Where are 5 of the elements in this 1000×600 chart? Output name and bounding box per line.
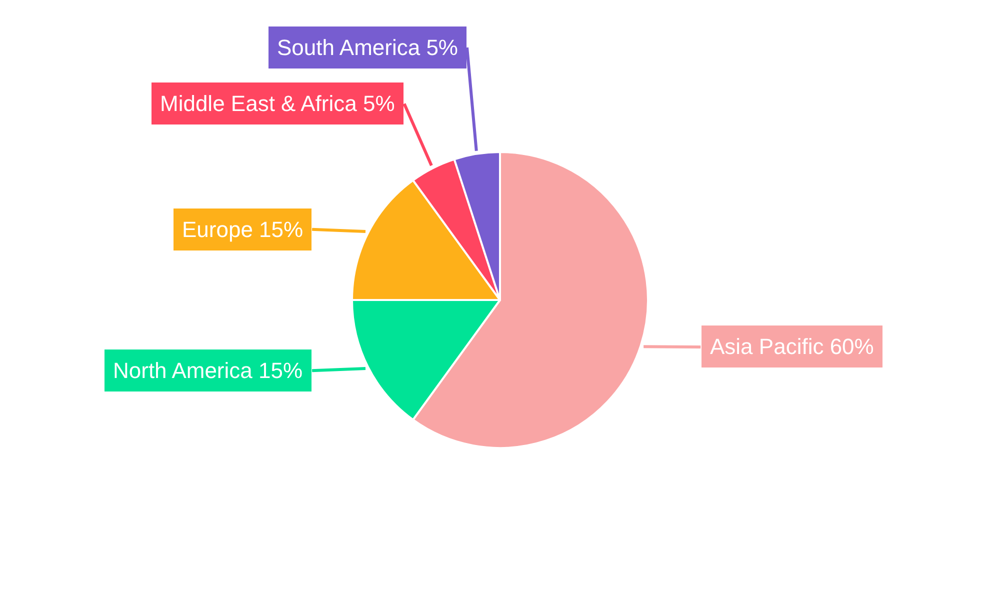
- slice-label: Europe 15%: [182, 217, 304, 242]
- slice-label: North America 15%: [113, 358, 303, 383]
- slice-label: Middle East & Africa 5%: [160, 91, 395, 116]
- slice-label: South America 5%: [277, 35, 458, 60]
- slice-label: Asia Pacific 60%: [710, 334, 874, 359]
